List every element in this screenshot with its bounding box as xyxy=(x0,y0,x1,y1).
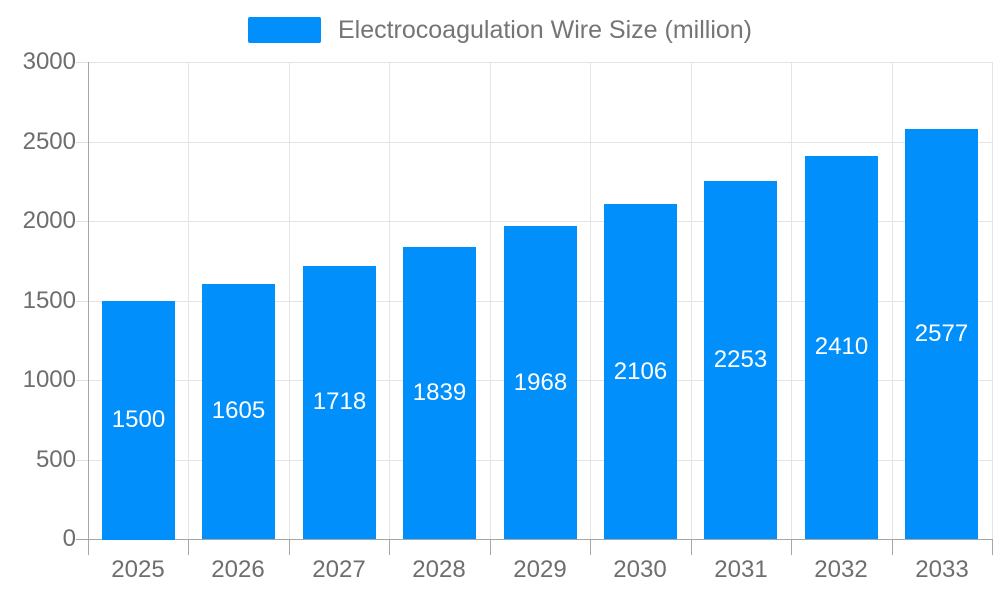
y-axis-tick xyxy=(76,301,88,302)
bar[interactable] xyxy=(604,204,677,539)
y-gridline xyxy=(88,62,992,63)
bar-value-label: 1968 xyxy=(513,369,568,396)
y-axis-label: 2500 xyxy=(22,128,76,155)
bar-value-label: 2577 xyxy=(914,320,969,347)
y-axis-label: 500 xyxy=(35,446,76,473)
legend-swatch xyxy=(247,17,321,43)
x-gridline xyxy=(490,62,491,539)
x-axis-label: 2025 xyxy=(111,556,165,583)
bar[interactable] xyxy=(102,301,175,540)
x-axis-label: 2031 xyxy=(714,556,768,583)
y-axis-tick xyxy=(76,221,88,222)
x-axis-label: 2029 xyxy=(513,556,567,583)
x-gridline xyxy=(389,62,390,539)
y-axis-label: 3000 xyxy=(22,48,76,75)
y-axis-tick xyxy=(76,460,88,461)
bar[interactable] xyxy=(403,247,476,539)
x-axis-tick xyxy=(892,539,893,555)
x-gridline xyxy=(791,62,792,539)
x-axis-label: 2028 xyxy=(412,556,466,583)
x-axis-label: 2030 xyxy=(613,556,667,583)
bar[interactable] xyxy=(905,129,978,539)
x-gridline xyxy=(188,62,189,539)
y-gridline xyxy=(88,142,992,143)
x-axis-tick xyxy=(289,539,290,555)
y-axis-label: 2000 xyxy=(22,207,76,234)
bar-value-label: 2410 xyxy=(814,333,869,360)
x-gridline xyxy=(691,62,692,539)
x-gridline xyxy=(590,62,591,539)
y-axis-tick xyxy=(76,62,88,63)
x-axis-tick xyxy=(992,539,993,555)
x-axis-label: 2032 xyxy=(814,556,868,583)
x-axis-tick xyxy=(490,539,491,555)
x-gridline xyxy=(992,62,993,539)
bar[interactable] xyxy=(303,266,376,539)
x-gridline xyxy=(892,62,893,539)
bar[interactable] xyxy=(704,181,777,539)
x-axis-line xyxy=(76,539,992,540)
x-axis-tick xyxy=(188,539,189,555)
bar-value-label: 1605 xyxy=(211,397,266,424)
legend-label: Electrocoagulation Wire Size (million) xyxy=(337,16,753,44)
bar[interactable] xyxy=(805,156,878,539)
bar-value-label: 2253 xyxy=(713,346,768,373)
x-gridline xyxy=(289,62,290,539)
x-axis-label: 2027 xyxy=(312,556,366,583)
y-axis-tick xyxy=(76,380,88,381)
y-axis-tick xyxy=(76,142,88,143)
y-gridline xyxy=(88,221,992,222)
bar-value-label: 2106 xyxy=(613,358,668,385)
y-axis-label: 0 xyxy=(62,525,76,552)
bar-value-label: 1718 xyxy=(312,388,367,415)
bar-value-label: 1839 xyxy=(412,379,467,406)
bar[interactable] xyxy=(202,284,275,539)
x-axis-tick xyxy=(590,539,591,555)
x-axis-tick xyxy=(791,539,792,555)
y-axis-label: 1000 xyxy=(22,366,76,393)
y-axis-label: 1500 xyxy=(22,287,76,314)
x-axis-tick xyxy=(691,539,692,555)
bar[interactable] xyxy=(504,226,577,539)
bar-value-label: 1500 xyxy=(111,406,166,433)
x-axis-tick xyxy=(389,539,390,555)
legend-item[interactable]: Electrocoagulation Wire Size (million) xyxy=(0,16,1000,44)
x-axis-label: 2033 xyxy=(915,556,969,583)
y-axis-line xyxy=(88,62,89,555)
x-axis-label: 2026 xyxy=(211,556,265,583)
